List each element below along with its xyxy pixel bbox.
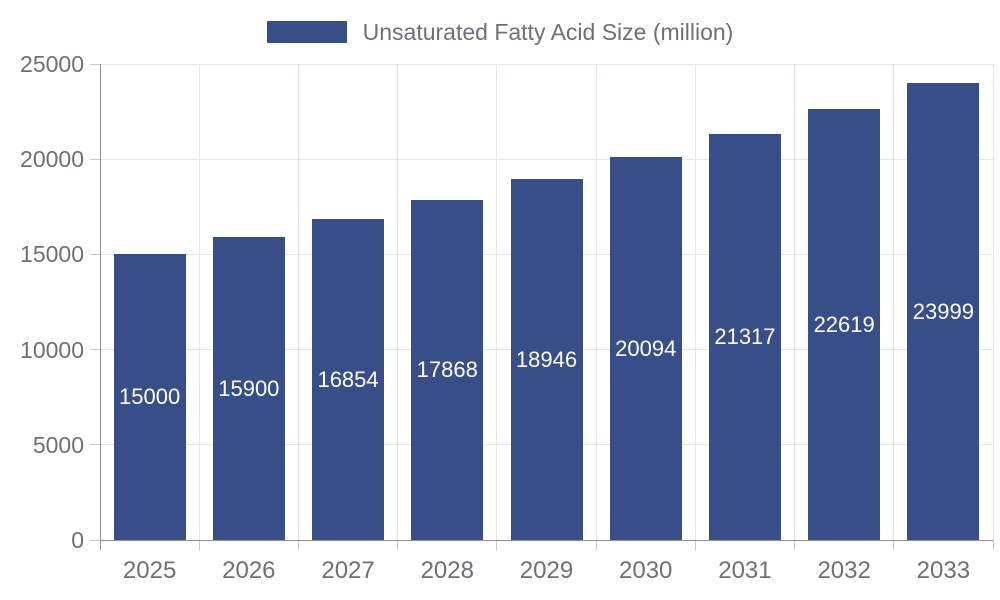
x-axis-tick	[198, 540, 200, 550]
bar-value-label: 16854	[317, 366, 379, 392]
x-axis-tick	[397, 540, 399, 550]
x-axis-line	[100, 539, 993, 541]
y-axis-tick	[90, 63, 100, 65]
y-axis-tick-label: 10000	[20, 336, 84, 363]
x-axis-tick-label: 2027	[321, 557, 375, 584]
gridline-vertical	[893, 64, 895, 540]
bar-value-label: 20094	[615, 335, 677, 361]
x-axis-tick	[496, 540, 498, 550]
bar-value-label: 22619	[813, 311, 875, 337]
x-axis-tick-label: 2028	[420, 557, 474, 584]
gridline-vertical	[794, 64, 796, 540]
y-axis-tick-label: 0	[71, 527, 84, 553]
y-axis-tick	[90, 253, 100, 255]
y-axis-tick-label: 25000	[20, 51, 84, 77]
x-axis-tick	[893, 540, 895, 550]
gridline-horizontal	[100, 63, 993, 65]
x-axis-tick	[595, 540, 597, 550]
gridline-vertical	[198, 64, 200, 540]
x-axis-tick	[297, 540, 299, 550]
y-axis-tick	[90, 444, 100, 446]
legend-swatch	[266, 21, 347, 43]
bar	[609, 157, 682, 540]
bar	[510, 179, 583, 540]
x-axis-tick-label: 2030	[619, 557, 673, 584]
legend-label: Unsaturated Fatty Acid Size (million)	[362, 19, 734, 45]
gridline-vertical	[297, 64, 299, 540]
x-axis-tick-label: 2029	[519, 557, 574, 584]
bar-value-label: 17868	[416, 356, 478, 382]
y-axis-line	[99, 64, 101, 550]
y-axis-tick	[90, 349, 100, 351]
y-axis-tick	[90, 158, 100, 160]
bar	[808, 109, 881, 540]
gridline-vertical	[992, 64, 994, 540]
x-axis-tick	[992, 540, 994, 550]
x-axis-tick-label: 2033	[916, 557, 971, 584]
bar-value-label: 15000	[119, 384, 181, 410]
gridline-vertical	[694, 64, 696, 540]
bar-value-label: 15900	[218, 375, 280, 401]
gridline-vertical	[595, 64, 597, 540]
bar-value-label: 23999	[912, 298, 974, 324]
bar	[907, 83, 980, 540]
y-axis-tick-label: 15000	[20, 241, 84, 268]
bar	[113, 254, 186, 540]
y-axis-tick-label: 5000	[32, 431, 84, 458]
x-axis-tick	[694, 540, 696, 550]
x-axis-tick-label: 2026	[222, 557, 276, 584]
gridline-vertical	[496, 64, 498, 540]
gridline-vertical	[397, 64, 399, 540]
bar	[708, 134, 781, 540]
x-axis-tick-label: 2025	[122, 557, 177, 584]
bar-value-label: 21317	[714, 324, 776, 350]
x-axis-tick-label: 2032	[817, 557, 871, 584]
y-axis-tick-label: 20000	[20, 146, 84, 173]
x-axis-tick-label: 2031	[718, 557, 772, 584]
bar	[212, 237, 285, 540]
bar-value-label: 18946	[515, 346, 578, 372]
y-axis-tick	[90, 539, 100, 541]
x-axis-tick	[794, 540, 796, 550]
bar	[411, 199, 484, 540]
bar	[312, 219, 385, 540]
gridline-horizontal	[100, 158, 993, 160]
legend-item[interactable]: Unsaturated Fatty Acid Size (million)	[0, 19, 1000, 45]
